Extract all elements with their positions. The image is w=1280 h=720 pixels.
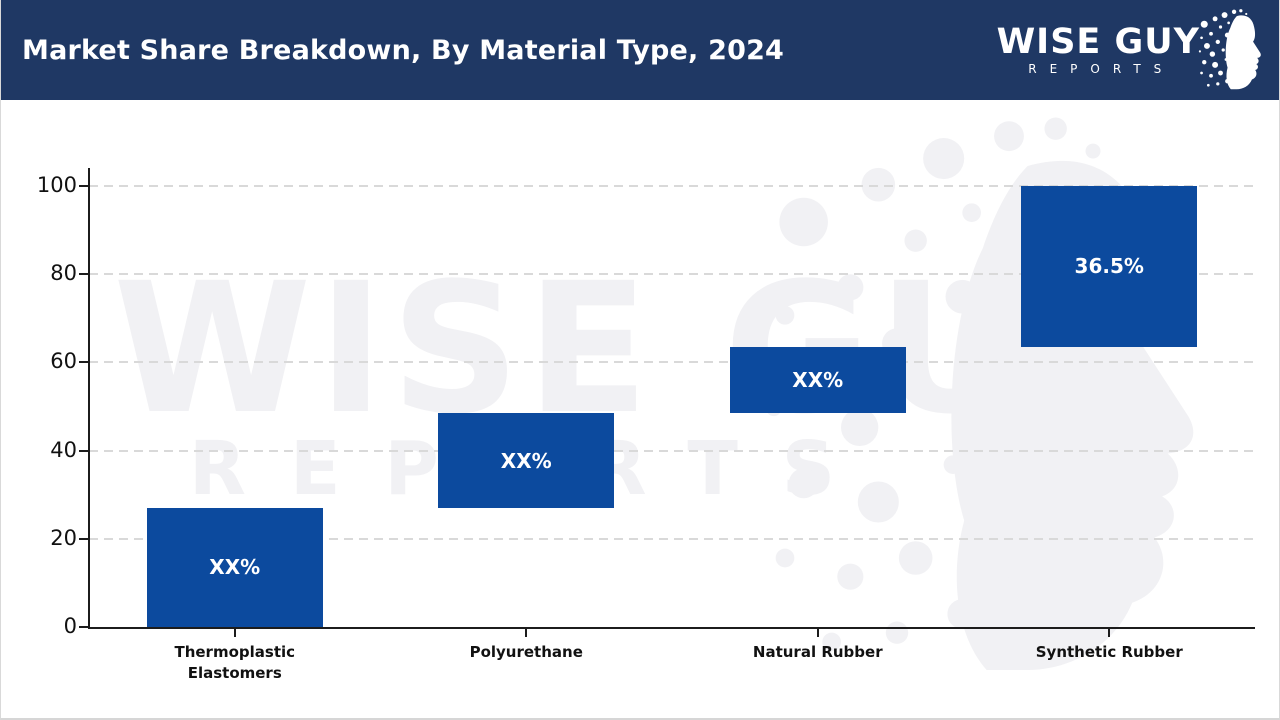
bar-value-label: XX% [209,555,261,580]
bar-value-label: XX% [500,448,552,473]
y-tick-label: 20 [50,525,77,550]
y-tick [79,185,89,187]
y-tick-label: 40 [50,437,77,462]
y-tick [79,449,89,452]
header: Market Share Breakdown, By Material Type… [1,0,1279,100]
brand-subname: REPORTS [1028,62,1175,76]
y-tick [79,626,89,628]
y-tick [79,361,89,364]
y-axis [88,168,90,629]
page-title: Market Share Breakdown, By Material Type… [22,34,785,66]
x-axis-label: Polyurethane [469,643,583,661]
x-axis-label: Natural Rubber [752,643,883,661]
bar-value-label: XX% [792,368,844,393]
x-axis-label: Thermoplastic Elastomers [174,643,296,682]
brand-face-icon [1198,9,1261,90]
x-tick [1108,629,1111,637]
bar-thermoplastic-elastomers: XX% [146,507,323,627]
plot: 0 20 40 60 80 100 XX% Thermoplastic Elastomers X… [1,100,1279,718]
y-tick [79,537,89,540]
gridline [89,361,1255,364]
x-axis [88,627,1255,629]
y-tick [79,273,89,276]
gridline [89,273,1255,276]
gridline [89,449,1255,452]
brand-name: WISE GUY [996,22,1200,62]
x-axis-label: Synthetic Rubber [1035,643,1183,661]
bar-natural-rubber: XX% [729,346,906,414]
y-tick-label: 0 [63,614,77,638]
y-tick-label: 80 [50,261,77,286]
bar-synthetic-rubber: 36.5% [1021,186,1198,347]
x-tick [525,629,528,637]
x-tick [816,629,819,637]
y-tick-label: 60 [50,349,77,374]
bar-value-label: 36.5% [1074,254,1144,279]
bar-polyurethane: XX% [438,413,615,508]
y-tick-label: 100 [36,173,77,197]
gridline [89,537,1255,540]
brand-logo: WISE GUY REPORTS [997,8,1266,92]
brand-wordmark: WISE GUY REPORTS [996,22,1200,76]
gridline [89,185,1255,187]
chart-area: WISE GUY REPORTS 020406080100XX%Thermopl… [1,100,1279,718]
x-tick [233,629,236,637]
